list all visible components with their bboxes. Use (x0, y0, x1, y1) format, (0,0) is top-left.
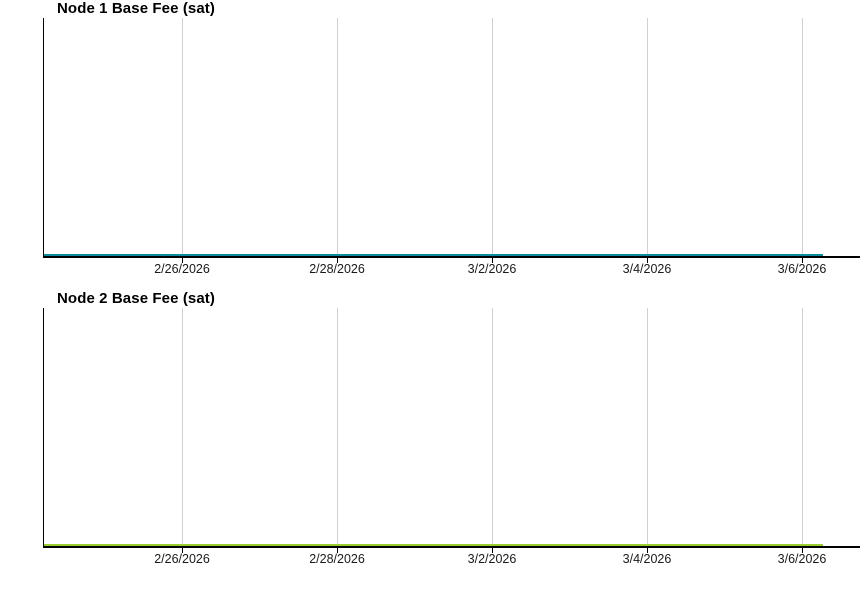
chart-title: Node 1 Base Fee (sat) (57, 0, 215, 17)
x-axis-tick (802, 548, 803, 553)
series-line-node1 (44, 254, 823, 256)
chart-node1-base-fee: Node 1 Base Fee (sat) 2/26/2026 2/28/202… (0, 0, 860, 290)
x-axis-tick (647, 548, 648, 553)
gridline (337, 308, 338, 546)
gridline (647, 18, 648, 256)
x-axis-tick (492, 258, 493, 263)
x-tick-label: 3/4/2026 (622, 552, 672, 566)
x-axis-tick (802, 258, 803, 263)
x-axis-tick (492, 548, 493, 553)
gridline (492, 18, 493, 256)
gridline (647, 308, 648, 546)
x-tick-label: 2/26/2026 (154, 262, 210, 276)
x-axis-tick (337, 548, 338, 553)
x-tick-label: 3/2/2026 (467, 552, 517, 566)
gridline (802, 18, 803, 256)
x-tick-label: 2/28/2026 (309, 552, 365, 566)
x-tick-label: 2/28/2026 (309, 262, 365, 276)
chart-title: Node 2 Base Fee (sat) (57, 290, 215, 307)
series-line-node2 (44, 544, 823, 546)
x-axis-tick (182, 258, 183, 263)
x-axis-tick (182, 548, 183, 553)
x-axis-tick (337, 258, 338, 263)
plot-area (43, 18, 860, 263)
x-tick-label: 3/2/2026 (467, 262, 517, 276)
gridline (182, 18, 183, 256)
x-tick-label: 3/6/2026 (777, 552, 827, 566)
gridline (492, 308, 493, 546)
x-axis-tick (647, 258, 648, 263)
x-tick-label: 3/6/2026 (777, 262, 827, 276)
chart-node2-base-fee: Node 2 Base Fee (sat) 2/26/2026 2/28/202… (0, 290, 860, 580)
plot-area (43, 308, 860, 553)
gridline (337, 18, 338, 256)
gridline (182, 308, 183, 546)
gridline (802, 308, 803, 546)
x-tick-label: 3/4/2026 (622, 262, 672, 276)
x-tick-label: 2/26/2026 (154, 552, 210, 566)
